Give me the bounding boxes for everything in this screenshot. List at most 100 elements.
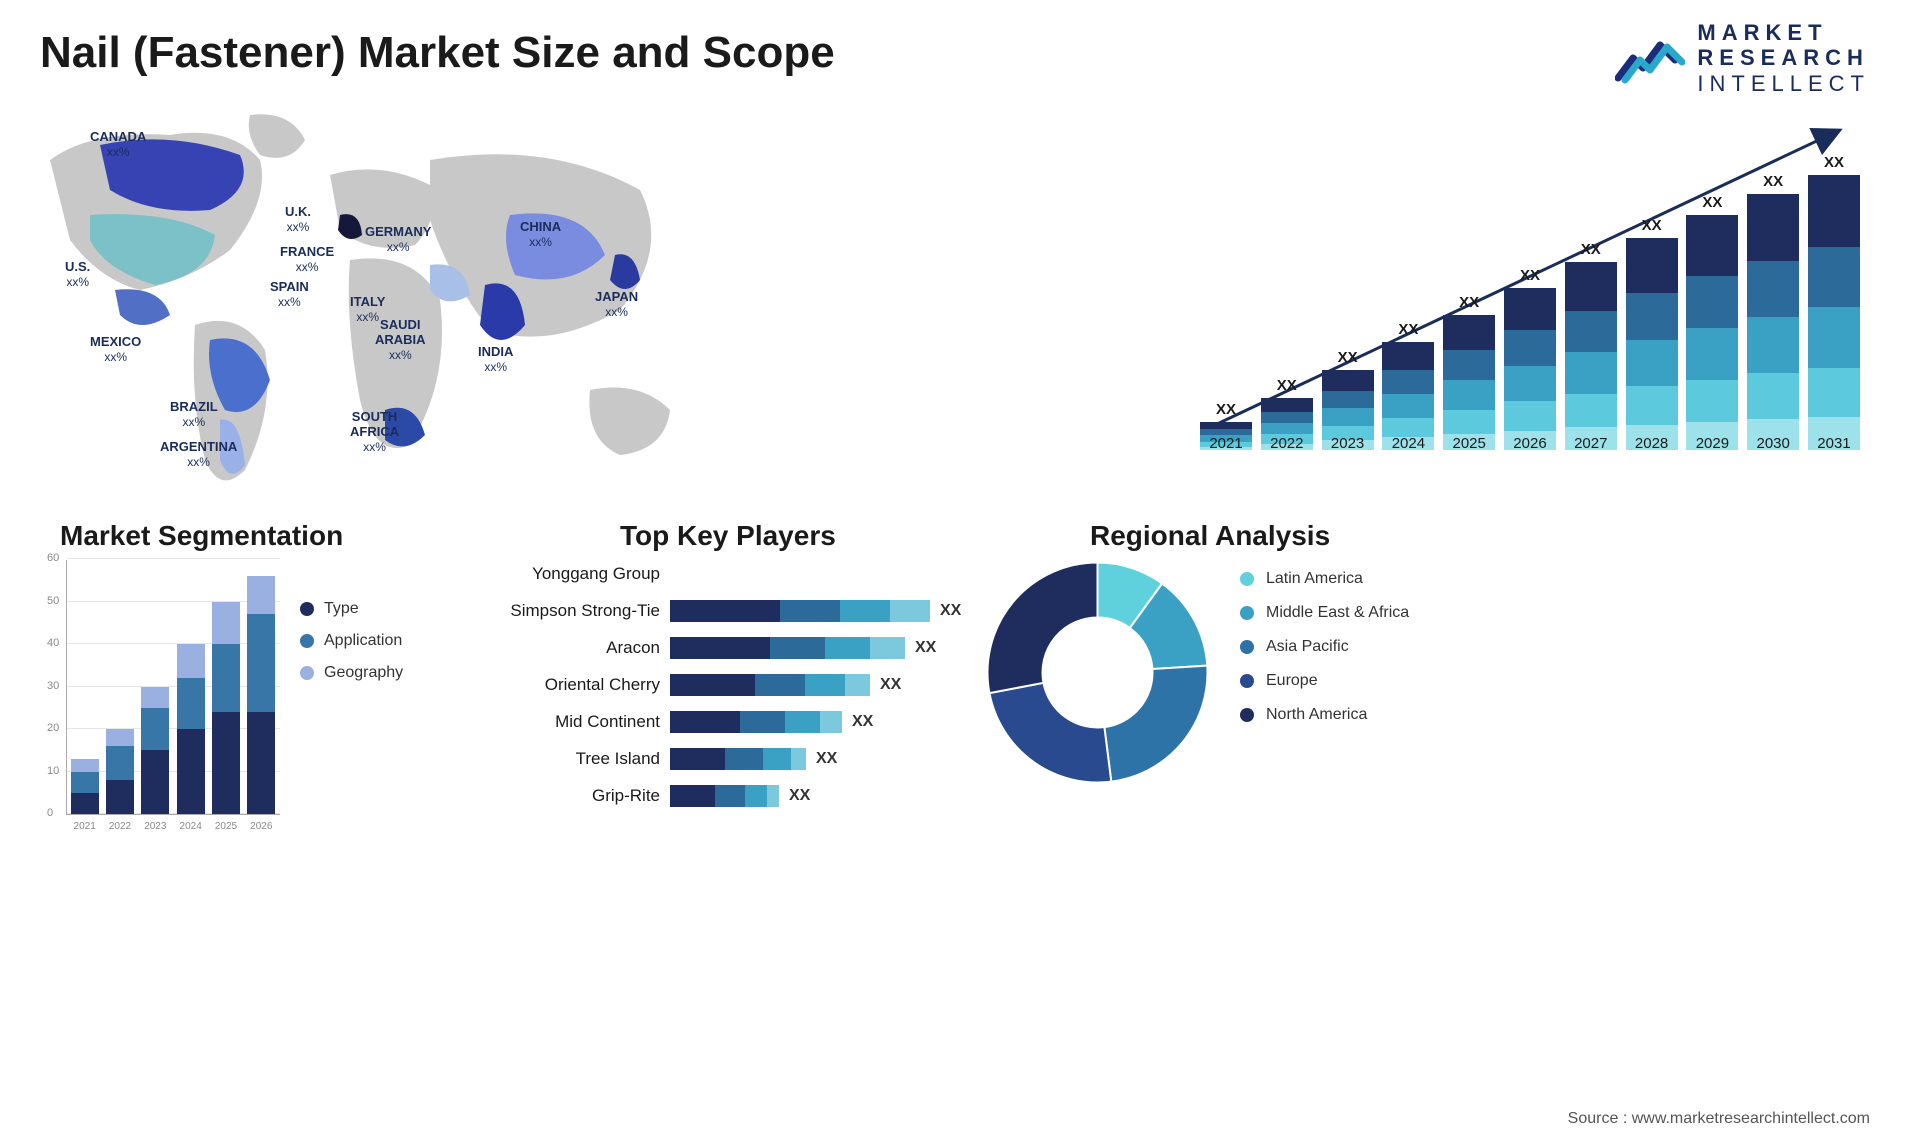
seg-bar-seg	[71, 772, 99, 793]
seg-bar-2022: 2022	[106, 729, 134, 814]
bar-seg	[1261, 398, 1313, 412]
legend-label: North America	[1266, 706, 1367, 724]
regional-legend: Latin AmericaMiddle East & AfricaAsia Pa…	[1240, 570, 1409, 740]
y-tick: 20	[47, 722, 59, 734]
seg-legend-item: Geography	[300, 664, 403, 682]
bar-2031: XX2031	[1808, 154, 1860, 450]
player-row: Simpson Strong-Tie XX	[490, 597, 970, 625]
player-name: Yonggang Group	[490, 564, 670, 584]
y-tick: 30	[47, 680, 59, 692]
player-bar-seg	[745, 785, 767, 807]
bar-2030: XX2030	[1747, 173, 1799, 450]
y-tick: 0	[47, 807, 53, 819]
player-name: Simpson Strong-Tie	[490, 601, 670, 621]
bar-seg	[1382, 394, 1434, 418]
player-bar-seg	[670, 785, 715, 807]
bar-value: XX	[1642, 217, 1662, 234]
bar-value: XX	[1520, 267, 1540, 284]
bar-2021: XX2021	[1200, 401, 1252, 450]
seg-bar-seg	[212, 712, 240, 814]
gridline: 60	[67, 558, 280, 559]
player-bar	[670, 785, 779, 807]
map-label-china: CHINAxx%	[520, 220, 561, 250]
legend-dot-icon	[1240, 606, 1254, 620]
map-label-saudiarabia: SAUDIARABIAxx%	[375, 318, 426, 363]
bar-year-label: 2022	[1270, 435, 1303, 452]
player-row: Mid ContinentXX	[490, 708, 970, 736]
bar-seg	[1626, 293, 1678, 340]
seg-bar-seg	[177, 678, 205, 729]
bar-seg	[1565, 352, 1617, 393]
bar-value: XX	[1459, 294, 1479, 311]
seg-bar-seg	[71, 793, 99, 814]
bar-seg	[1322, 408, 1374, 426]
legend-label: Europe	[1266, 672, 1318, 690]
bar-2025: XX2025	[1443, 294, 1495, 450]
bar-year-label: 2029	[1696, 435, 1729, 452]
bar-seg	[1261, 412, 1313, 423]
seg-legend-item: Type	[300, 600, 403, 618]
bar-seg	[1808, 247, 1860, 308]
bar-seg	[1686, 276, 1738, 328]
bar-seg	[1565, 262, 1617, 311]
logo-line2: RESEARCH	[1697, 45, 1870, 70]
player-value: XX	[940, 602, 961, 620]
logo-mark-icon	[1615, 30, 1685, 85]
bar-2027: XX2027	[1565, 241, 1617, 450]
player-bar-seg	[670, 674, 755, 696]
player-name: Tree Island	[490, 749, 670, 769]
map-label-india: INDIAxx%	[478, 345, 513, 375]
y-tick: 60	[47, 552, 59, 564]
donut-legend-item: Asia Pacific	[1240, 638, 1409, 656]
y-tick: 10	[47, 765, 59, 777]
player-bar-seg	[740, 711, 785, 733]
seg-x-label: 2021	[74, 821, 96, 832]
bar-seg	[1322, 370, 1374, 391]
bar-2022: XX2022	[1261, 377, 1313, 450]
legend-dot-icon	[300, 666, 314, 680]
seg-bar-2025: 2025	[212, 602, 240, 815]
players-title: Top Key Players	[620, 520, 836, 552]
legend-label: Asia Pacific	[1266, 638, 1349, 656]
bar-value: XX	[1398, 321, 1418, 338]
donut-legend-item: Latin America	[1240, 570, 1409, 588]
bar-2028: XX2028	[1626, 217, 1678, 450]
bar-year-label: 2021	[1209, 435, 1242, 452]
player-name: Mid Continent	[490, 712, 670, 732]
donut-slice	[1104, 666, 1207, 782]
bar-value: XX	[1763, 173, 1783, 190]
player-bar-seg	[715, 785, 745, 807]
seg-bar-seg	[247, 576, 275, 614]
legend-dot-icon	[1240, 674, 1254, 688]
bar-year-label: 2027	[1574, 435, 1607, 452]
legend-dot-icon	[300, 634, 314, 648]
map-label-spain: SPAINxx%	[270, 280, 309, 310]
seg-bar-seg	[212, 602, 240, 645]
seg-bar-seg	[177, 644, 205, 678]
bar-seg	[1626, 386, 1678, 424]
donut-legend-item: North America	[1240, 706, 1409, 724]
page-title: Nail (Fastener) Market Size and Scope	[40, 28, 835, 78]
player-bar	[670, 711, 842, 733]
bar-seg	[1443, 350, 1495, 380]
bar-seg	[1626, 238, 1678, 293]
player-name: Oriental Cherry	[490, 675, 670, 695]
player-name: Aracon	[490, 638, 670, 658]
bar-seg	[1565, 394, 1617, 428]
player-value: XX	[816, 750, 837, 768]
donut-legend-item: Europe	[1240, 672, 1409, 690]
player-bar-seg	[890, 600, 930, 622]
bar-year-label: 2031	[1817, 435, 1850, 452]
player-value: XX	[789, 787, 810, 805]
bar-seg	[1747, 373, 1799, 419]
bar-seg	[1504, 366, 1556, 402]
bar-2024: XX2024	[1382, 321, 1434, 450]
map-label-japan: JAPANxx%	[595, 290, 638, 320]
legend-dot-icon	[1240, 708, 1254, 722]
legend-label: Application	[324, 632, 402, 650]
regional-title: Regional Analysis	[1090, 520, 1330, 552]
seg-bar-seg	[141, 687, 169, 708]
player-bar-seg	[840, 600, 890, 622]
bar-2029: XX2029	[1686, 194, 1738, 450]
player-bar-seg	[845, 674, 870, 696]
